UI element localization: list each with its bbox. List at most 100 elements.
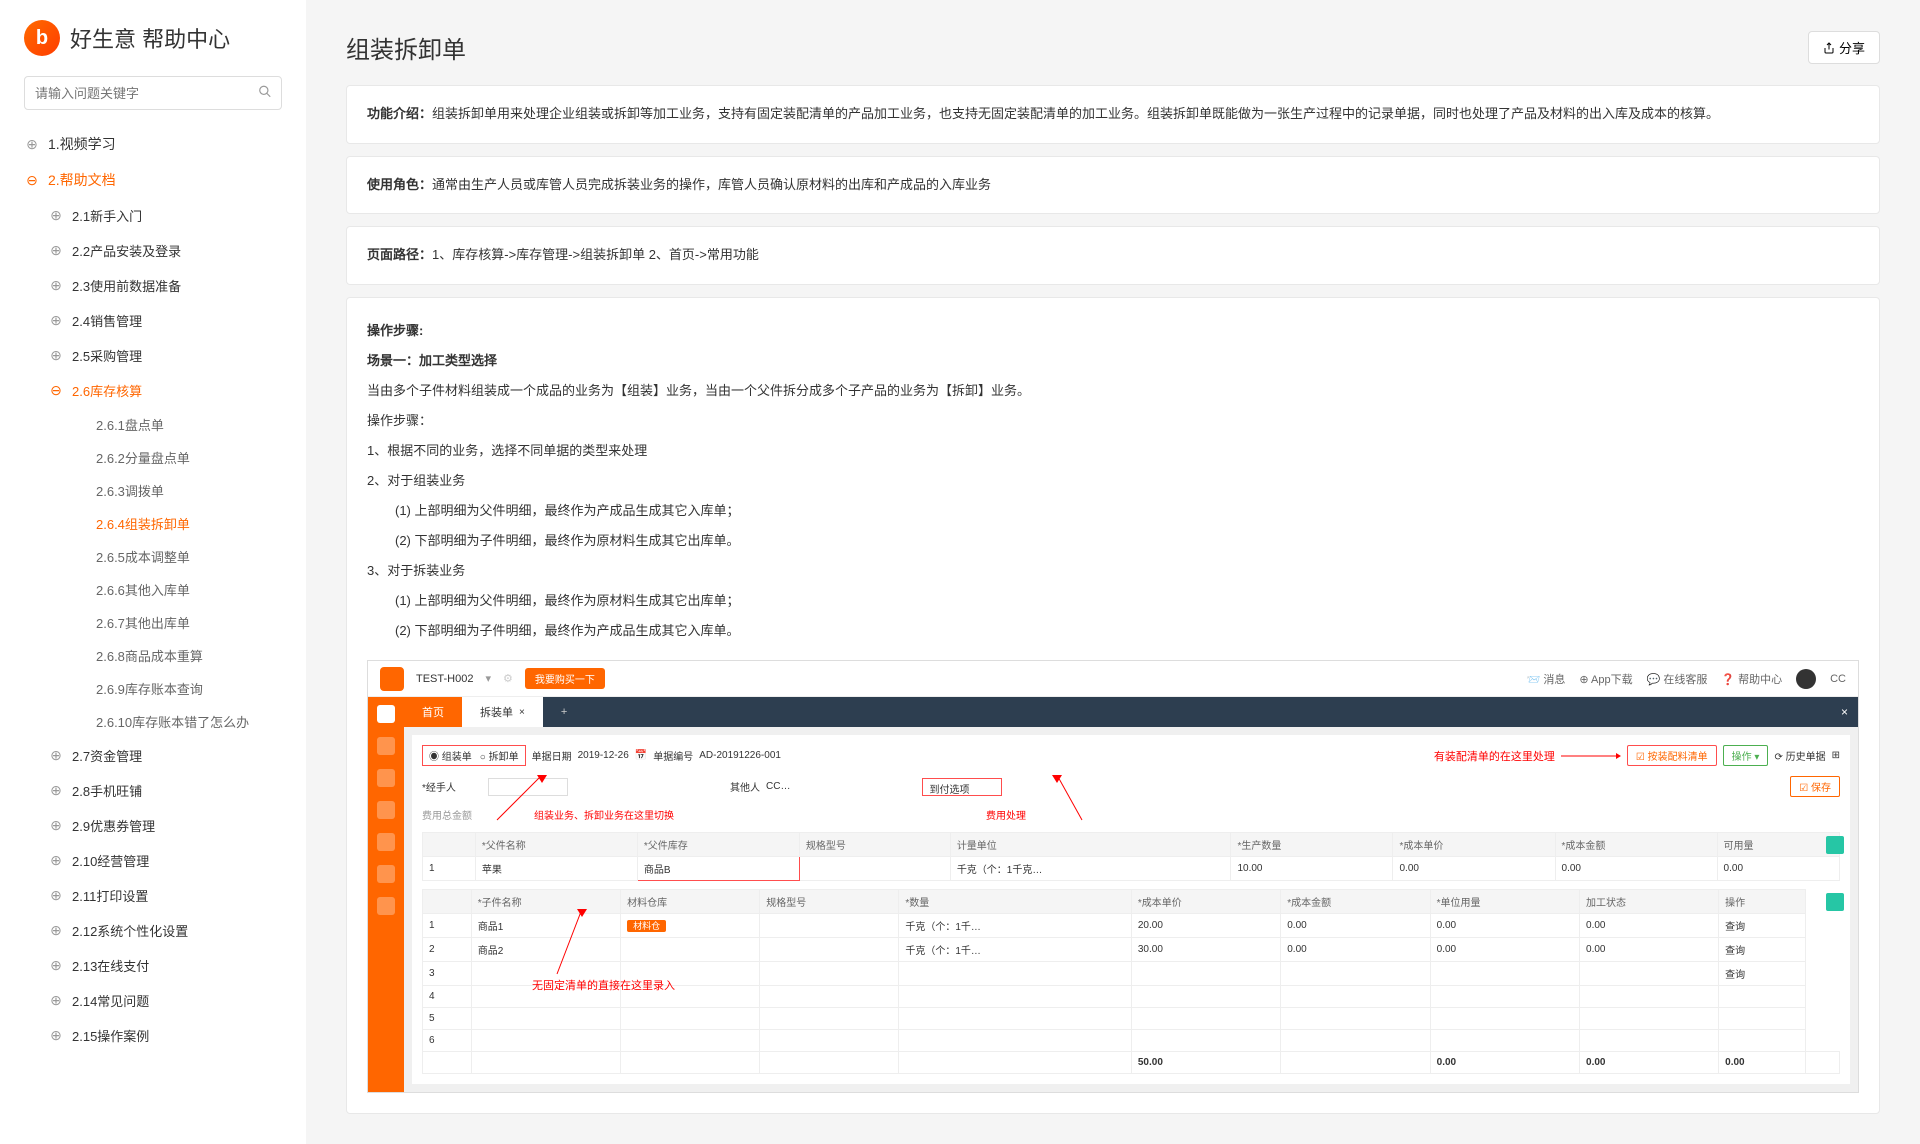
nav-leaf[interactable]: 2.6.7其他出库单 <box>48 606 282 639</box>
nav-leaf[interactable]: 2.6.9库存账本查询 <box>48 672 282 705</box>
minus-icon: ⊖ <box>24 172 40 188</box>
ss-tab-home[interactable]: 首页 <box>404 697 462 727</box>
ss-company: TEST-H002 <box>416 673 473 685</box>
calendar-icon[interactable]: 📅 <box>635 750 647 761</box>
ss-type-radio[interactable]: ◉ 组装单 ○ 拆卸单 <box>422 745 526 766</box>
ss-nav-icon[interactable] <box>377 801 395 819</box>
ss-menu-app[interactable]: ⊕ App下载 <box>1579 671 1632 687</box>
plus-icon: ⊕ <box>48 348 64 364</box>
nav-item[interactable]: ⊕2.8手机旺铺 <box>48 773 282 808</box>
nav-label: 2.8手机旺铺 <box>72 781 142 800</box>
nav-leaf[interactable]: 2.6.10库存账本错了怎么办 <box>48 705 282 738</box>
nav-item[interactable]: ⊕2.12系统个性化设置 <box>48 913 282 948</box>
nav-item[interactable]: ⊕2.14常见问题 <box>48 983 282 1018</box>
nav-label: 1.视频学习 <box>48 134 116 154</box>
role-card: 使用角色：通常由生产人员或库管人员完成拆装业务的操作，库管人员确认原材料的出库和… <box>346 156 1880 215</box>
ss-username: CC <box>1830 673 1846 685</box>
ss-save-button[interactable]: ☑ 保存 <box>1790 776 1840 797</box>
ss-tab-active[interactable]: 拆装单× <box>462 697 543 727</box>
close-icon[interactable]: × <box>1841 705 1858 719</box>
nav-leaf[interactable]: 2.6.3调拨单 <box>48 474 282 507</box>
intro-text: 组装拆卸单用来处理企业组装或拆卸等加工业务，支持有固定装配清单的产品加工业务，也… <box>432 106 1719 121</box>
role-text: 通常由生产人员或库管人员完成拆装业务的操作，库管人员确认原材料的出库和产成品的入… <box>432 177 991 192</box>
nav-label: 2.14常见问题 <box>72 991 149 1010</box>
nav-item[interactable]: ⊕2.1新手入门 <box>48 198 282 233</box>
ss-nav-icon[interactable] <box>377 897 395 915</box>
share-button[interactable]: 分享 <box>1808 31 1880 64</box>
ss-leftbar <box>368 697 404 1092</box>
close-icon[interactable]: × <box>519 707 525 718</box>
nav-label: 2.13在线支付 <box>72 956 149 975</box>
nav-tree: ⊕ 1.视频学习 ⊖ 2.帮助文档 ⊕2.1新手入门⊕2.2产品安装及登录⊕2.… <box>0 126 306 1053</box>
nav-label: 2.6库存核算 <box>72 381 142 400</box>
plus-icon: ⊕ <box>48 313 64 329</box>
ss-trial-button[interactable]: 我要购买一下 <box>525 668 605 689</box>
nav-item[interactable]: ⊕2.4销售管理 <box>48 303 282 338</box>
nav-item-docs[interactable]: ⊖ 2.帮助文档 <box>24 162 282 198</box>
nav-label: 2.2产品安装及登录 <box>72 241 181 260</box>
ss-menu-help[interactable]: ❓ 帮助中心 <box>1721 671 1782 687</box>
nav-leaf[interactable]: 2.6.4组装拆卸单 <box>48 507 282 540</box>
nav-item[interactable]: ⊕2.11打印设置 <box>48 878 282 913</box>
nav-label: 2.15操作案例 <box>72 1026 149 1045</box>
nav-item[interactable]: ⊕2.9优惠券管理 <box>48 808 282 843</box>
nav-label: 2.7资金管理 <box>72 746 142 765</box>
step2-2: (2) 下部明细为子件明细，最终作为原材料生成其它出库单。 <box>367 528 1859 554</box>
ss-nav-icon[interactable] <box>377 769 395 787</box>
ss-float-icon[interactable] <box>1826 893 1844 911</box>
nav-item[interactable]: ⊕ 2.2产品安装及登录 <box>48 233 282 268</box>
ss-avatar-icon[interactable] <box>1796 669 1816 689</box>
nav-item[interactable]: ⊕2.5采购管理 <box>48 338 282 373</box>
main-content: 组装拆卸单 分享 功能介绍：组装拆卸单用来处理企业组装或拆卸等加工业务，支持有固… <box>306 0 1920 1144</box>
search-icon[interactable] <box>258 85 272 102</box>
nav-leaf[interactable]: 2.6.1盘点单 <box>48 408 282 441</box>
nav-item[interactable]: ⊕2.7资金管理 <box>48 738 282 773</box>
step3: 3、对于拆装业务 <box>367 558 1859 584</box>
ss-form-panel: ◉ 组装单 ○ 拆卸单 单据日期 2019-12-26 📅 单据编号 AD-20… <box>412 735 1850 1084</box>
nav-leaf[interactable]: 2.6.8商品成本重算 <box>48 639 282 672</box>
settings-icon[interactable]: ⊞ <box>1832 750 1840 761</box>
ss-nav-icon[interactable] <box>377 705 395 723</box>
search-input[interactable] <box>24 76 282 110</box>
search-box <box>24 76 282 110</box>
ss-history-link[interactable]: ⟳ 历史单据 <box>1774 748 1825 763</box>
nav-label: 2.12系统个性化设置 <box>72 921 188 940</box>
nav-item-inventory[interactable]: ⊖ 2.6库存核算 <box>48 373 282 408</box>
plus-icon: ⊕ <box>48 243 64 259</box>
site-title: 好生意 帮助中心 <box>70 22 230 54</box>
ss-material-button[interactable]: ☑ 按装配料清单 <box>1627 745 1717 766</box>
ss-parent-table: *父件名称*父件库存规格型号计量单位*生产数量*成本单价*成本金额可用量 1苹果… <box>422 832 1840 881</box>
ss-nav-icon[interactable] <box>377 865 395 883</box>
nav-item-video[interactable]: ⊕ 1.视频学习 <box>24 126 282 162</box>
ss-handler-input[interactable] <box>488 778 568 796</box>
nav-item[interactable]: ⊕2.3使用前数据准备 <box>48 268 282 303</box>
nav-item[interactable]: ⊕2.10经营管理 <box>48 843 282 878</box>
step3-1: (1) 上部明细为父件明细，最终作为原材料生成其它出库单； <box>367 588 1859 614</box>
nav-item[interactable]: ⊕2.15操作案例 <box>48 1018 282 1053</box>
steps-card: 操作步骤: 场景一：加工类型选择 当由多个子件材料组装成一个成品的业务为【组装】… <box>346 297 1880 1114</box>
minus-icon: ⊖ <box>48 383 64 399</box>
path-label: 页面路径： <box>367 247 432 262</box>
intro-card: 功能介绍：组装拆卸单用来处理企业组装或拆卸等加工业务，支持有固定装配清单的产品加… <box>346 85 1880 144</box>
ss-op-button[interactable]: 操作 ▾ <box>1723 745 1769 766</box>
ss-menu-msg[interactable]: 📨 消息 <box>1527 671 1566 687</box>
plus-icon: ⊕ <box>48 818 64 834</box>
nav-leaf[interactable]: 2.6.2分量盘点单 <box>48 441 282 474</box>
nav-label: 2.3使用前数据准备 <box>72 276 181 295</box>
ss-nav-icon[interactable] <box>377 833 395 851</box>
nav-leaf[interactable]: 2.6.6其他入库单 <box>48 573 282 606</box>
logo-row: b 好生意 帮助中心 <box>0 20 306 76</box>
ss-code-value: AD-20191226-001 <box>699 750 781 761</box>
plus-icon: ⊕ <box>24 136 40 152</box>
ss-topbar: TEST-H002 ▾ ⚙ 我要购买一下 📨 消息 ⊕ App下载 💬 在线客服… <box>368 661 1858 697</box>
ss-menu-service[interactable]: 💬 在线客服 <box>1647 671 1708 687</box>
nav-item[interactable]: ⊕2.13在线支付 <box>48 948 282 983</box>
ss-tab-add[interactable]: + <box>543 697 585 727</box>
ss-cost-input[interactable]: 到付选项 <box>922 778 1002 796</box>
ss-nav-icon[interactable] <box>377 737 395 755</box>
nav-leaf[interactable]: 2.6.5成本调整单 <box>48 540 282 573</box>
ss-float-icon[interactable] <box>1826 836 1844 854</box>
page-title: 组装拆卸单 <box>346 30 466 65</box>
ss-handler-label: *经手人 <box>422 779 482 794</box>
steps-label: 操作步骤: <box>367 318 1859 344</box>
